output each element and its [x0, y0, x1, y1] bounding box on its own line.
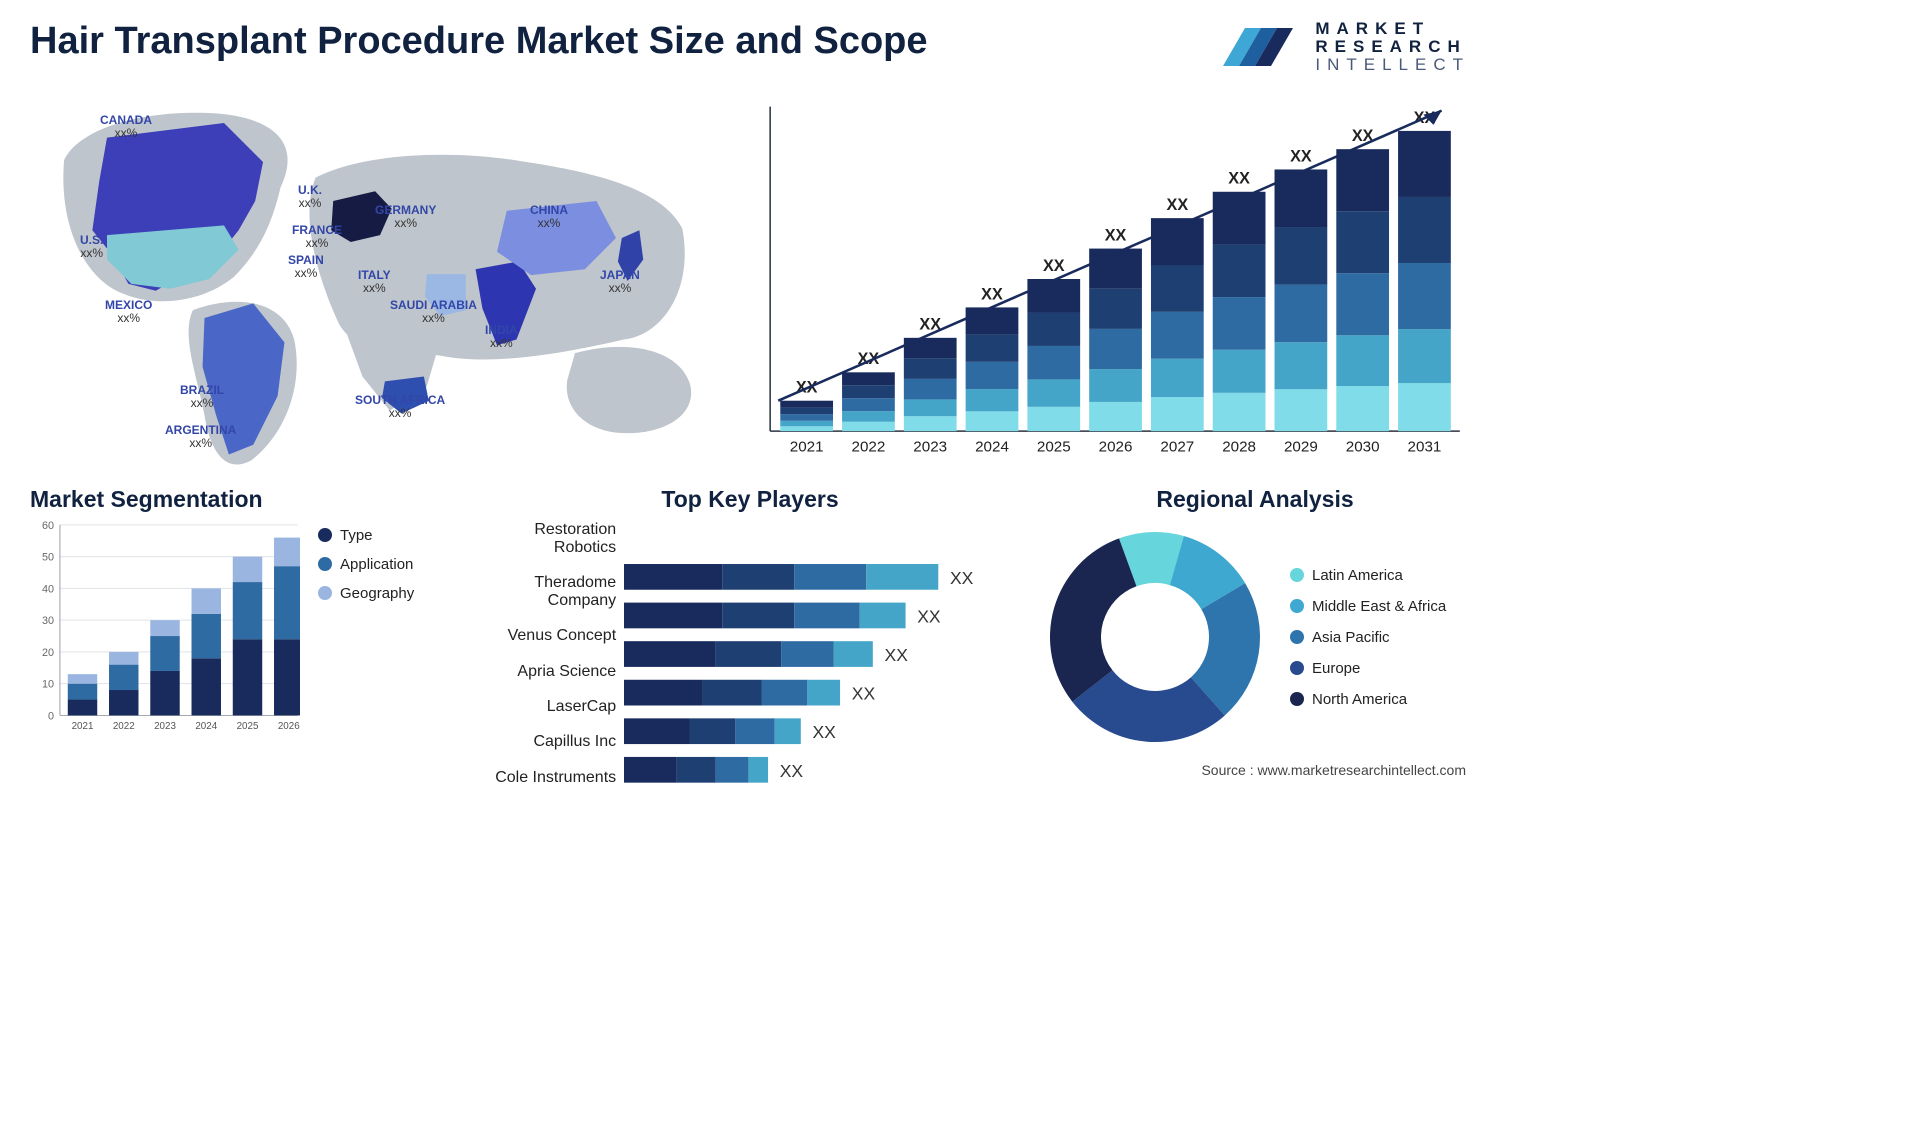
- player-restoration-robotics: Restoration Robotics: [490, 521, 616, 557]
- player-theradome-company: Theradome Company: [490, 574, 616, 610]
- page-title: Hair Transplant Procedure Market Size an…: [30, 20, 928, 63]
- svg-text:2025: 2025: [237, 721, 259, 732]
- region-legend-asia-pacific: Asia Pacific: [1290, 629, 1446, 646]
- brand-logo: MARKET RESEARCH INTELLECT: [1223, 20, 1470, 74]
- growth-chart: XXXXXXXXXXXXXXXXXXXXXX 20212022202320242…: [760, 84, 1470, 474]
- svg-text:2031: 2031: [1408, 438, 1442, 455]
- key-players-title: Top Key Players: [490, 486, 1010, 513]
- svg-text:40: 40: [42, 583, 54, 595]
- segmentation-chart: 0 10 20 30 40 50 60 2021 2022 2023 2024 2025 2026: [30, 519, 300, 739]
- svg-text:XX: XX: [917, 606, 941, 626]
- region-legend-north-america: North America: [1290, 691, 1446, 708]
- svg-text:2022: 2022: [113, 721, 135, 732]
- player-venus-concept: Venus Concept: [490, 627, 616, 645]
- map-label-argentina: ARGENTINAxx%: [165, 424, 236, 450]
- logo-text: MARKET RESEARCH INTELLECT: [1315, 20, 1470, 74]
- svg-text:2024: 2024: [195, 721, 217, 732]
- donut-slice-north-america: [1050, 538, 1136, 701]
- region-legend-middle-east-africa: Middle East & Africa: [1290, 598, 1446, 615]
- svg-text:XX: XX: [852, 683, 876, 703]
- svg-text:2027: 2027: [1160, 438, 1194, 455]
- map-label-u-s-: U.S.xx%: [80, 234, 103, 260]
- svg-text:2021: 2021: [72, 721, 94, 732]
- regional-analysis: Regional Analysis Latin America Middle Ea…: [1040, 486, 1470, 756]
- region-legend-latin-america: Latin America: [1290, 567, 1446, 584]
- svg-text:XX: XX: [950, 567, 974, 587]
- map-label-india: INDIAxx%: [485, 324, 518, 350]
- map-label-brazil: BRAZILxx%: [180, 384, 224, 410]
- player-cole-instruments: Cole Instruments: [490, 769, 616, 787]
- map-label-canada: CANADAxx%: [100, 114, 152, 140]
- svg-text:XX: XX: [885, 645, 909, 665]
- top-key-players: Top Key Players Restoration Robotics Ther…: [490, 486, 1010, 756]
- player-lasercap: LaserCap: [490, 698, 616, 716]
- svg-text:2026: 2026: [1099, 438, 1133, 455]
- player-bars-chart: XX XX XX XX XX XX: [624, 519, 1010, 789]
- market-segmentation: Market Segmentation 0 10 20 30 40 50 60 2021 202…: [30, 486, 460, 756]
- map-label-spain: SPAINxx%: [288, 254, 324, 280]
- svg-text:XX: XX: [1290, 147, 1312, 165]
- svg-text:XX: XX: [1167, 196, 1189, 214]
- svg-text:XX: XX: [1105, 226, 1127, 244]
- svg-text:2023: 2023: [154, 721, 176, 732]
- segmentation-title: Market Segmentation: [30, 486, 460, 513]
- svg-text:30: 30: [42, 615, 54, 627]
- logo-mark: [1223, 22, 1303, 72]
- world-map: CANADAxx% U.S.xx% MEXICOxx% BRAZILxx% ARGENT…: [30, 84, 730, 474]
- svg-text:XX: XX: [981, 285, 1003, 303]
- svg-text:2026: 2026: [278, 721, 300, 732]
- player-names: Restoration Robotics Theradome Company Ven…: [490, 519, 624, 789]
- svg-text:XX: XX: [1228, 169, 1250, 187]
- legend-application: Application: [318, 556, 414, 573]
- svg-text:2029: 2029: [1284, 438, 1318, 455]
- map-label-saudi-arabia: SAUDI ARABIAxx%: [390, 299, 477, 325]
- svg-text:XX: XX: [813, 722, 837, 742]
- svg-text:XX: XX: [780, 760, 804, 780]
- region-legend-europe: Europe: [1290, 660, 1446, 677]
- svg-text:2028: 2028: [1222, 438, 1256, 455]
- map-label-italy: ITALYxx%: [358, 269, 391, 295]
- svg-text:50: 50: [42, 551, 54, 563]
- svg-text:2030: 2030: [1346, 438, 1380, 455]
- map-label-south-africa: SOUTH AFRICAxx%: [355, 394, 445, 420]
- map-label-u-k-: U.K.xx%: [298, 184, 322, 210]
- svg-text:XX: XX: [1043, 256, 1065, 274]
- svg-text:20: 20: [42, 646, 54, 658]
- svg-text:10: 10: [42, 678, 54, 690]
- map-label-france: FRANCExx%: [292, 224, 342, 250]
- svg-text:2023: 2023: [913, 438, 947, 455]
- regional-donut: [1040, 522, 1270, 752]
- map-label-china: CHINAxx%: [530, 204, 568, 230]
- map-label-mexico: MEXICOxx%: [105, 299, 152, 325]
- player-capillus-inc: Capillus Inc: [490, 733, 616, 751]
- map-label-japan: JAPANxx%: [600, 269, 640, 295]
- svg-text:2024: 2024: [975, 438, 1009, 455]
- legend-type: Type: [318, 527, 414, 544]
- player-apria-science: Apria Science: [490, 663, 616, 681]
- segmentation-legend: Type Application Geography: [318, 519, 414, 756]
- svg-text:2022: 2022: [852, 438, 886, 455]
- svg-text:2021: 2021: [790, 438, 824, 455]
- map-label-germany: GERMANYxx%: [375, 204, 436, 230]
- regional-legend: Latin America Middle East & Africa Asia Pa…: [1290, 567, 1446, 708]
- svg-text:60: 60: [42, 519, 54, 531]
- regional-title: Regional Analysis: [1040, 486, 1470, 513]
- svg-text:2025: 2025: [1037, 438, 1071, 455]
- legend-geography: Geography: [318, 585, 414, 602]
- svg-text:0: 0: [48, 710, 54, 722]
